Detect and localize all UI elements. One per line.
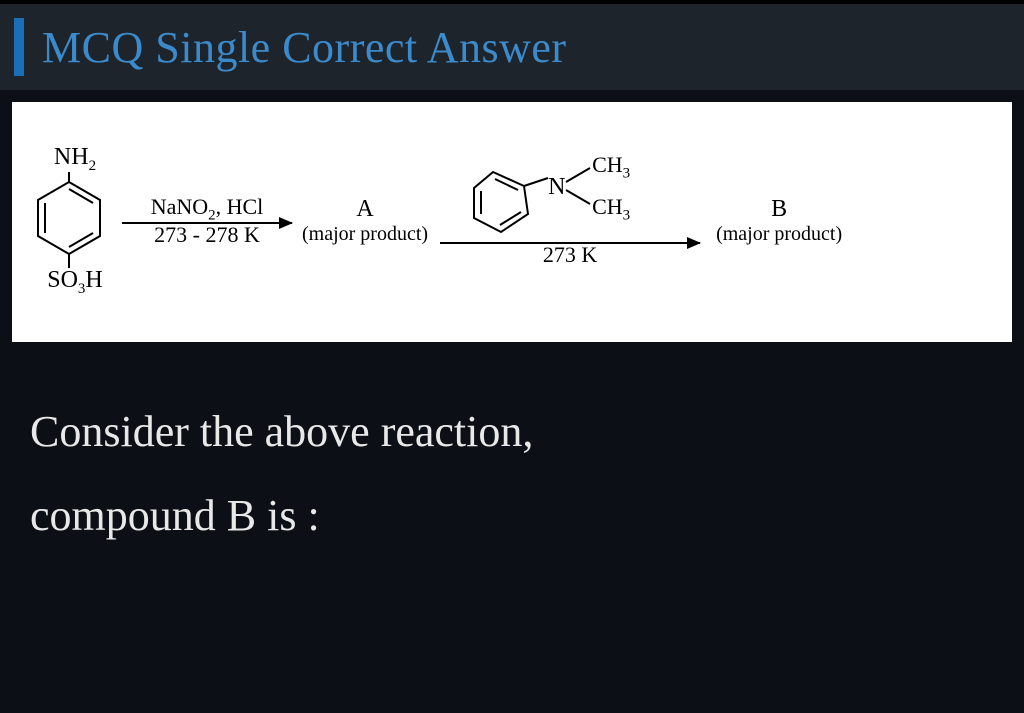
product-a-sub: (major product) [302,223,428,246]
ch3a-sub: 3 [623,165,631,181]
amine-label: NH2 [54,145,96,174]
benzene-ring-nme2 [470,164,552,240]
arrow1-reagent: NaNO2, HCl [151,194,264,224]
arrow2-temp: 273 K [543,242,597,268]
arrow1-temp: 273 - 278 K [154,222,260,248]
starting-material: NH2 SO3H [30,145,108,297]
arrow-1: NaNO2, HCl 273 - 278 K [122,194,292,248]
ch3-top: CH3 [592,152,630,182]
question-line-2: compound B is : [30,474,994,558]
so3h-label: SO3H [47,268,103,297]
ch3b: CH [592,194,623,219]
header: MCQ Single Correct Answer [0,0,1024,90]
nano2-sub: 2 [208,207,216,223]
product-b-sub: (major product) [716,223,842,246]
question-text: Consider the above reaction, compound B … [0,342,1024,557]
ch3b-sub: 3 [623,207,631,223]
product-b: B (major product) [716,196,842,246]
arrow1-line [122,222,292,224]
hcl: , HCl [216,194,264,219]
ch3-bot: CH3 [592,194,630,224]
header-accent-bar [14,18,24,76]
so-text: SO [47,267,78,293]
dimethylaniline: N CH3 CH3 [470,164,552,240]
product-a-label: A [356,196,373,223]
question-line-1: Consider the above reaction, [30,390,994,474]
product-a: A (major product) [302,196,428,246]
nh-text: NH [54,144,89,170]
ch3a: CH [592,152,623,177]
reaction-scheme: NH2 SO3H [26,120,998,322]
so-h: H [85,267,102,293]
arrow-2: N CH3 CH3 273 K [440,174,700,268]
header-title: MCQ Single Correct Answer [42,22,567,73]
benzene-ring-start [30,172,108,270]
nano2: NaNO [151,194,208,219]
nh-sub: 2 [89,158,97,174]
product-b-label: B [771,196,787,223]
arrow2-line [440,242,700,244]
reaction-panel: NH2 SO3H [12,102,1012,342]
